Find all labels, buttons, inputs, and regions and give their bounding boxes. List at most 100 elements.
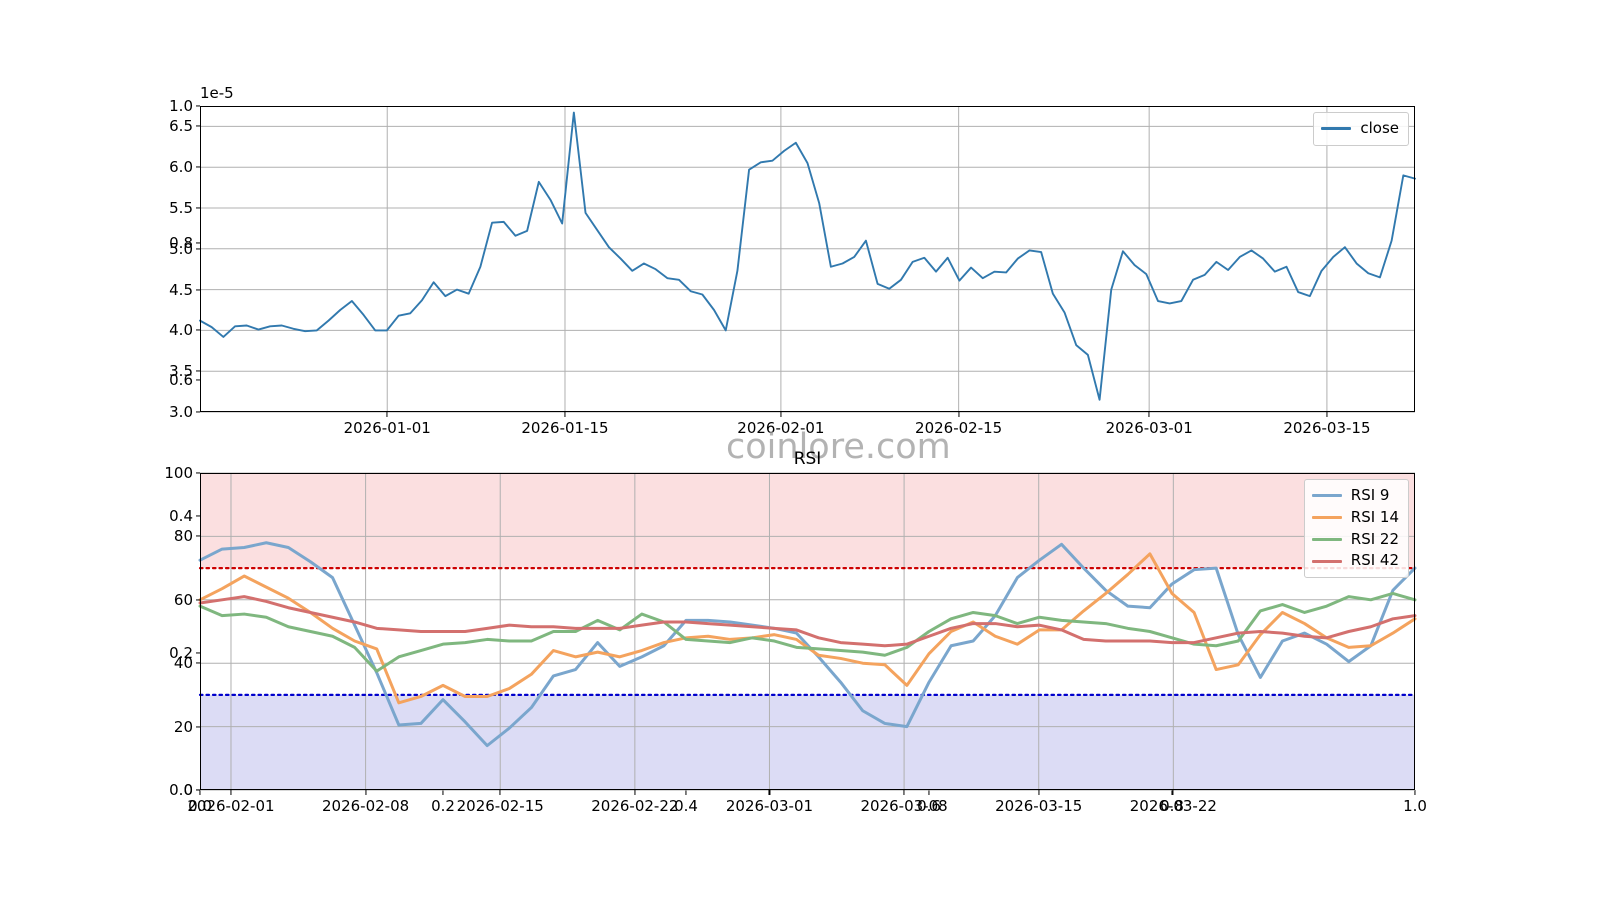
overlay-xtick-mark: [1414, 790, 1416, 795]
price-ytick-label: 5.0: [169, 239, 193, 258]
rsi-xtick-mark: [230, 790, 232, 795]
price-xtick-mark: [780, 412, 782, 417]
rsi-title: RSI: [793, 449, 822, 469]
rsi-series-RSI-42: [198, 595, 1417, 648]
overlay-xtick-mark: [928, 790, 930, 795]
overlay-ytick-mark: [195, 379, 200, 381]
rsi-xtick-mark: [499, 790, 501, 795]
legend-label: RSI 22: [1350, 529, 1399, 548]
overlay-xtick-label: 1.0: [1403, 797, 1427, 815]
legend-color-swatch: [1311, 537, 1342, 541]
price-xtick-label: 2026-02-01: [737, 419, 825, 437]
rsi-legend[interactable]: RSI 9 RSI 14 RSI 22 RSI 42: [1303, 479, 1409, 578]
overlay-ytick-mark: [195, 242, 200, 244]
overlay-axes: 0.0 0.2 0.4 0.6 0.8 1.0 0.0 0.2 0.4 0.6 0.8 1.0: [169, 97, 1427, 815]
rsi-ytick-label: 80: [173, 527, 193, 546]
rsi-xtick-label: 2026-03-08: [860, 797, 948, 815]
legend-entry[interactable]: RSI 14: [1311, 507, 1399, 529]
overbought-band: [200, 473, 1415, 569]
rsi-plot-area: [198, 472, 1417, 791]
rsi-chart: RSI 0 20 40 60 80 100 2026-02-01 2026-02-08 202…: [164, 449, 1417, 815]
legend-entry[interactable]: RSI 42: [1311, 550, 1399, 572]
price-ytick-mark: [195, 248, 200, 250]
price-ytick-label: 3.5: [169, 362, 193, 381]
price-xtick-label: 2026-02-15: [915, 419, 1003, 437]
legend-color-swatch: [1311, 494, 1342, 498]
price-xtick-mark: [386, 412, 388, 417]
price-xtick-label: 2026-01-01: [343, 419, 431, 437]
price-ytick-mark: [195, 207, 200, 209]
legend-entry[interactable]: RSI 9: [1311, 485, 1399, 507]
overlay-ytick-label: 0.8: [169, 233, 193, 252]
price-series-close: [199, 111, 1416, 401]
rsi-xtick-label: 2026-03-15: [995, 797, 1083, 815]
price-xtick-label: 2026-03-01: [1105, 419, 1193, 437]
rsi-ytick-label: 100: [164, 464, 193, 482]
rsi-ytick-label: 40: [173, 654, 193, 673]
price-plot-area: [199, 106, 1416, 413]
rsi-series-RSI-22: [198, 591, 1417, 673]
overlay-ytick-label: 0.6: [169, 370, 193, 389]
rsi-xtick-mark: [1038, 790, 1040, 795]
overlay-ytick-mark: [195, 652, 200, 654]
price-y-offset-text: 1e-5: [200, 84, 234, 102]
rsi-xtick-label: 2026-02-22: [591, 797, 679, 815]
rsi-ytick-mark: [195, 662, 200, 664]
legend-color-swatch: [1311, 559, 1342, 563]
price-legend[interactable]: close: [1313, 112, 1409, 146]
overlay-ytick-mark: [195, 515, 200, 517]
rsi-xtick-mark: [903, 790, 905, 795]
price-ytick-mark: [195, 370, 200, 372]
price-ytick-label: 4.0: [169, 321, 193, 340]
rsi-xtick-label: 2026-02-15: [456, 797, 544, 815]
overlay-ytick-mark: [195, 105, 200, 107]
rsi-xtick-label: 2026-02-01: [187, 797, 275, 815]
rsi-xtick-mark: [634, 790, 636, 795]
legend-color-swatch: [1311, 516, 1342, 520]
rsi-series-RSI-9: [198, 541, 1417, 748]
rsi-ytick-mark: [195, 535, 200, 537]
price-xtick-label: 2026-01-15: [521, 419, 609, 437]
overlay-xtick-mark: [442, 790, 444, 795]
oversold-band: [200, 694, 1415, 790]
price-xtick-mark: [958, 412, 960, 417]
overlay-ytick-label: 0.4: [169, 507, 193, 526]
price-ytick-mark: [195, 411, 200, 413]
overlay-ytick-label: 0.2: [169, 644, 193, 663]
rsi-ytick-label: 20: [173, 717, 193, 736]
price-ytick-label: 5.5: [169, 199, 193, 217]
price-xtick-mark: [564, 412, 566, 417]
price-ytick-label: 4.5: [169, 280, 193, 299]
rsi-xtick-mark: [1172, 790, 1174, 795]
overlay-xtick-label: 0.8: [1160, 797, 1184, 815]
price-ytick-label: 3.0: [169, 403, 193, 421]
rsi-ytick-label: 60: [173, 590, 193, 609]
rsi-xtick-label: 2026-03-22: [1129, 797, 1217, 815]
price-xtick-label: 2026-03-15: [1283, 419, 1371, 437]
legend-entry[interactable]: RSI 22: [1311, 529, 1399, 551]
rsi-xtick-label: 2026-02-08: [322, 797, 410, 815]
rsi-ytick-mark: [195, 726, 200, 728]
overlay-ytick-label: 0.0: [169, 781, 193, 799]
price-ytick-mark: [195, 329, 200, 331]
overlay-xtick-label: 0.4: [674, 797, 698, 815]
legend-color-swatch: [1321, 127, 1352, 131]
rsi-xtick-label: 2026-03-01: [725, 797, 814, 815]
price-ytick-mark: [195, 166, 200, 168]
legend-label: RSI 42: [1350, 551, 1399, 570]
overlay-ytick-label: 1.0: [169, 97, 193, 115]
rsi-xtick-mark: [768, 790, 771, 795]
price-chart: 1e-5 3.0 3.5 4.0 4.5 5.0 5.5 6.0 6.5 2026-01-01…: [169, 84, 1416, 437]
overlay-xtick-label: 0.2: [431, 797, 455, 815]
price-xtick-mark: [1148, 412, 1150, 417]
price-ytick-label: 6.0: [169, 158, 193, 177]
rsi-ytick-label: 0: [183, 781, 193, 799]
legend-label: close: [1360, 119, 1399, 137]
rsi-xtick-mark: [365, 790, 367, 795]
price-ytick-label: 6.5: [169, 117, 193, 136]
overlay-xtick-label: 0.0: [188, 797, 212, 815]
overlay-xtick-mark: [685, 790, 687, 795]
legend-entry[interactable]: close: [1321, 118, 1399, 140]
legend-label: RSI 14: [1350, 507, 1399, 526]
